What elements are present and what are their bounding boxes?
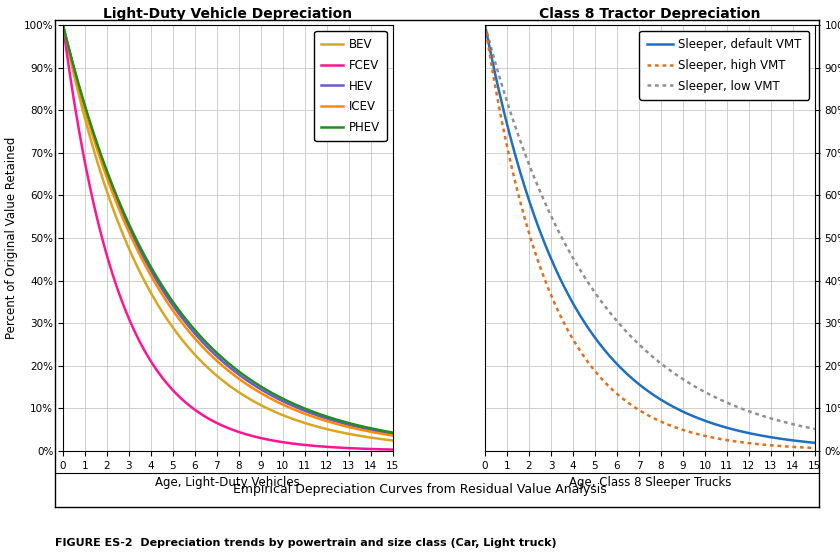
Sleeper, high VMT: [500, 133, 510, 140]
Line: Sleeper, high VMT: Sleeper, high VMT: [485, 25, 815, 448]
ICEV: [78, 99, 88, 106]
ICEV: [58, 22, 68, 29]
Sleeper, high VMT: [541, 280, 551, 287]
Line: BEV: BEV: [63, 25, 393, 441]
BEV: [58, 22, 68, 29]
Line: Sleeper, low VMT: Sleeper, low VMT: [485, 25, 815, 429]
HEV: [388, 431, 398, 437]
FCEV: [360, 445, 370, 452]
ICEV: [371, 430, 381, 436]
BEV: [388, 437, 398, 444]
Line: FCEV: FCEV: [63, 25, 393, 450]
Sleeper, default VMT: [568, 300, 578, 306]
PHEV: [71, 72, 81, 79]
Sleeper, high VMT: [568, 336, 578, 343]
FCEV: [78, 148, 88, 155]
ICEV: [146, 272, 156, 279]
PHEV: [371, 426, 381, 433]
Sleeper, default VMT: [793, 438, 803, 445]
PHEV: [388, 429, 398, 436]
FCEV: [119, 304, 129, 311]
FCEV: [371, 446, 381, 452]
Sleeper, high VMT: [810, 445, 820, 451]
Line: PHEV: PHEV: [63, 25, 393, 432]
Sleeper, low VMT: [793, 422, 803, 429]
Sleeper, default VMT: [500, 113, 510, 119]
HEV: [146, 267, 156, 274]
Title: Class 8 Tractor Depreciation: Class 8 Tractor Depreciation: [539, 7, 761, 21]
HEV: [71, 73, 81, 80]
Sleeper, high VMT: [781, 443, 791, 450]
ICEV: [71, 75, 81, 82]
BEV: [78, 108, 88, 114]
Line: ICEV: ICEV: [63, 25, 393, 436]
PHEV: [119, 211, 129, 217]
HEV: [119, 214, 129, 221]
Sleeper, low VMT: [568, 254, 578, 261]
ICEV: [119, 218, 129, 225]
Line: Sleeper, default VMT: Sleeper, default VMT: [485, 25, 815, 443]
FCEV: [388, 446, 398, 453]
FCEV: [58, 22, 68, 29]
Sleeper, default VMT: [781, 436, 791, 443]
Legend: Sleeper, default VMT, Sleeper, high VMT, Sleeper, low VMT: Sleeper, default VMT, Sleeper, high VMT,…: [639, 31, 809, 100]
Title: Light-Duty Vehicle Depreciation: Light-Duty Vehicle Depreciation: [103, 7, 353, 21]
FCEV: [146, 358, 156, 365]
Sleeper, low VMT: [480, 22, 490, 29]
Legend: BEV, FCEV, HEV, ICEV, PHEV: BEV, FCEV, HEV, ICEV, PHEV: [314, 31, 387, 141]
Sleeper, low VMT: [781, 419, 791, 426]
Sleeper, default VMT: [810, 440, 820, 446]
ICEV: [388, 432, 398, 439]
X-axis label: Age, Light-Duty Vehicles: Age, Light-Duty Vehicles: [155, 476, 300, 489]
HEV: [360, 425, 370, 432]
HEV: [58, 22, 68, 29]
BEV: [146, 290, 156, 296]
ICEV: [360, 427, 370, 434]
Sleeper, high VMT: [480, 22, 490, 29]
Sleeper, low VMT: [541, 202, 551, 209]
Y-axis label: Percent of Original Value Retained: Percent of Original Value Retained: [5, 137, 18, 339]
BEV: [371, 435, 381, 442]
BEV: [119, 234, 129, 241]
Sleeper, low VMT: [493, 70, 503, 77]
Sleeper, high VMT: [493, 100, 503, 106]
PHEV: [58, 22, 68, 29]
BEV: [71, 81, 81, 88]
HEV: [78, 97, 88, 104]
Sleeper, low VMT: [500, 92, 510, 99]
Sleeper, high VMT: [793, 444, 803, 451]
BEV: [360, 433, 370, 440]
Text: FIGURE ES-2  Depreciation trends by powertrain and size class (Car, Light truck): FIGURE ES-2 Depreciation trends by power…: [55, 538, 556, 548]
Sleeper, low VMT: [810, 426, 820, 432]
Text: Empirical Depreciation Curves from Residual Value Analysis: Empirical Depreciation Curves from Resid…: [234, 483, 606, 497]
Sleeper, default VMT: [493, 85, 503, 91]
Sleeper, default VMT: [480, 22, 490, 29]
PHEV: [146, 264, 156, 270]
X-axis label: Age, Class 8 Sleeper Trucks: Age, Class 8 Sleeper Trucks: [569, 476, 731, 489]
FCEV: [71, 111, 81, 118]
Line: HEV: HEV: [63, 25, 393, 434]
Sleeper, default VMT: [541, 244, 551, 251]
PHEV: [360, 423, 370, 430]
PHEV: [78, 95, 88, 102]
HEV: [371, 427, 381, 434]
